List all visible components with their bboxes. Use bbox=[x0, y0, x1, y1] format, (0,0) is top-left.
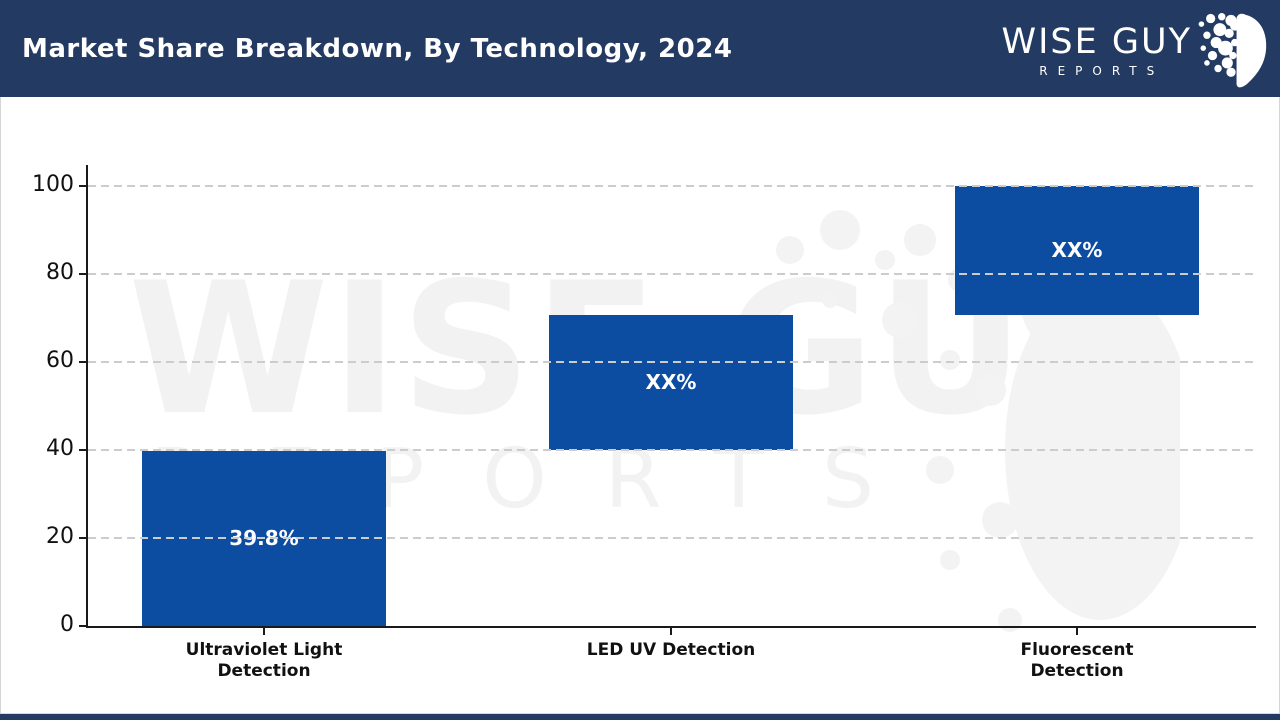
gridline bbox=[88, 537, 1254, 539]
y-tick-mark bbox=[79, 273, 87, 275]
y-tick-label: 100 bbox=[32, 172, 74, 197]
logo-text: WISE GUY REPORTS bbox=[1001, 23, 1192, 78]
y-tick-mark bbox=[79, 361, 87, 363]
x-category-label: Fluorescent Detection bbox=[927, 640, 1227, 682]
x-category-label-line: Detection bbox=[1030, 661, 1124, 681]
x-category-label-line: Detection bbox=[217, 661, 311, 681]
bottom-divider bbox=[0, 713, 1280, 714]
bar: XX% bbox=[955, 186, 1199, 315]
x-category-label: LED UV Detection bbox=[521, 640, 821, 661]
x-category-label-line: Fluorescent bbox=[1020, 640, 1134, 660]
y-tick-mark bbox=[79, 449, 87, 451]
bar-value-label: XX% bbox=[1051, 238, 1103, 263]
page-title: Market Share Breakdown, By Technology, 2… bbox=[22, 33, 733, 64]
x-tick-mark bbox=[263, 628, 265, 635]
gridline bbox=[88, 361, 1254, 363]
y-tick-mark bbox=[79, 537, 87, 539]
gridline bbox=[88, 185, 1254, 187]
logo-subtitle: REPORTS bbox=[1039, 63, 1165, 78]
y-tick-label: 60 bbox=[46, 348, 74, 373]
gridline bbox=[88, 449, 1254, 451]
footer-bar bbox=[0, 714, 1280, 720]
x-tick-mark bbox=[1076, 628, 1078, 635]
gridline bbox=[88, 273, 1254, 275]
x-category-label-line: Ultraviolet Light bbox=[185, 640, 343, 660]
x-category-label: Ultraviolet Light Detection bbox=[114, 640, 414, 682]
y-tick-label: 40 bbox=[46, 436, 74, 461]
x-axis-line bbox=[86, 626, 1256, 628]
x-category-label-line: LED UV Detection bbox=[586, 640, 756, 660]
wise-guy-reports-logo: WISE GUY REPORTS bbox=[1001, 8, 1268, 92]
y-tick-mark bbox=[79, 185, 87, 187]
header-bar: Market Share Breakdown, By Technology, 2… bbox=[0, 0, 1280, 97]
y-tick-label: 0 bbox=[60, 612, 74, 637]
logo-wordmark: WISE GUY bbox=[1001, 21, 1192, 62]
bar: XX% bbox=[549, 314, 793, 450]
y-tick-label: 20 bbox=[46, 524, 74, 549]
face-profile-icon bbox=[1198, 13, 1267, 88]
y-tick-mark bbox=[79, 625, 87, 627]
bar-value-label: XX% bbox=[645, 370, 697, 395]
y-tick-label: 80 bbox=[46, 260, 74, 285]
y-axis-line bbox=[86, 165, 88, 628]
x-tick-mark bbox=[670, 628, 672, 635]
